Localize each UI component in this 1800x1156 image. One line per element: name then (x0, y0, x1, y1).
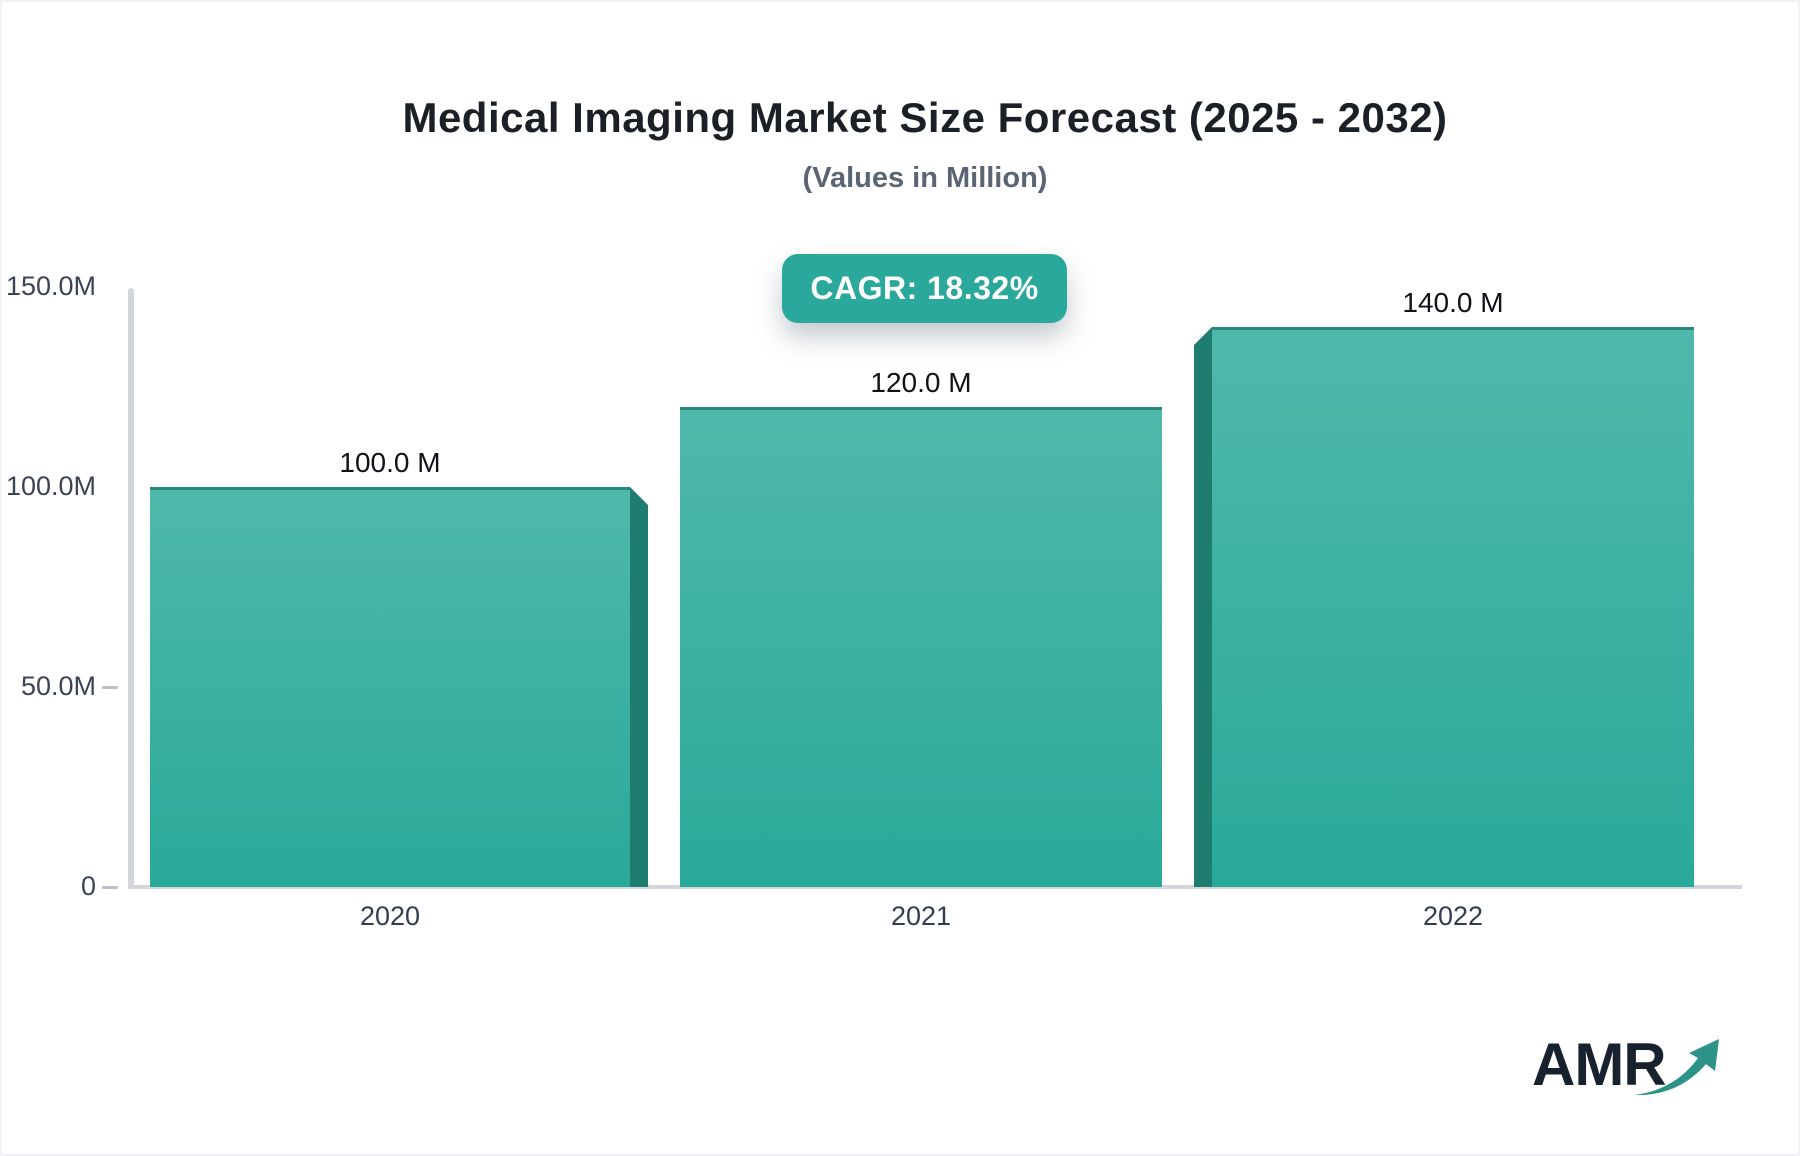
chart-subtitle: (Values in Million) (802, 162, 1048, 194)
y-axis-tick-label: 100.0M (5, 471, 96, 501)
amr-logo-text: AMR (1532, 1031, 1667, 1098)
chart-title: Medical Imaging Market Size Forecast (20… (402, 94, 1448, 141)
y-axis-line (128, 288, 134, 889)
x-axis-tick-label: 2021 (890, 901, 952, 931)
bar-3d-side-face (630, 487, 648, 887)
bar-value-label: 100.0 M (339, 447, 441, 478)
y-axis-tick-mark (102, 686, 118, 689)
y-axis-tick-label: 0 (80, 871, 96, 901)
amr-logo: AMR (1532, 1030, 1732, 1110)
cagr-badge: CAGR: 18.32% (782, 254, 1067, 323)
y-axis-tick-label: 150.0M (5, 271, 96, 301)
bar-value-label: 120.0 M (870, 367, 972, 398)
y-axis-tick-mark (102, 886, 118, 889)
growth-arrow-icon (1634, 1039, 1719, 1096)
x-axis-baseline (128, 885, 1742, 889)
y-axis-tick-label: 50.0M (20, 671, 96, 701)
cagr-badge-label: CAGR: 18.32% (810, 270, 1039, 306)
bar-value-label: 140.0 M (1402, 287, 1504, 318)
bar-2022 (1212, 327, 1694, 887)
bar-2021 (680, 407, 1162, 887)
x-axis-tick-label: 2022 (1422, 901, 1484, 931)
x-axis-tick-label: 2020 (359, 901, 421, 931)
bar-2020 (150, 487, 630, 887)
bar-3d-side-face (1194, 327, 1212, 887)
